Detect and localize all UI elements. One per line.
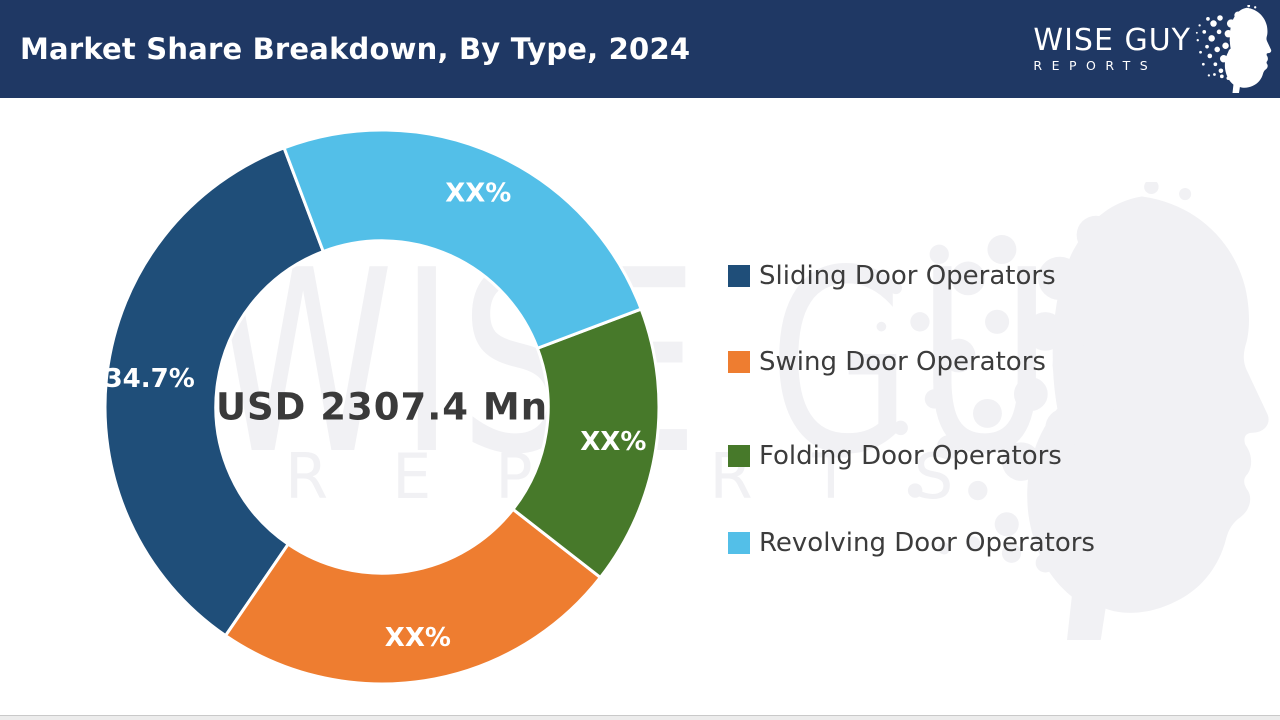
donut-slice-swing-door-operators — [224, 507, 602, 686]
legend-item-revolving-door-operators: Revolving Door Operators — [728, 530, 1095, 556]
donut-slice-folding-door-operators — [511, 307, 661, 579]
legend-label: Revolving Door Operators — [759, 528, 1095, 558]
brand-logo: WISE GUY REPORTS — [1033, 0, 1272, 98]
slice-value-label: XX% — [445, 179, 511, 209]
page-title: Market Share Breakdown, By Type, 2024 — [20, 32, 691, 66]
legend-label: Sliding Door Operators — [759, 261, 1056, 291]
brand-tagline: REPORTS — [1033, 57, 1158, 73]
slice-value-label: XX% — [580, 427, 646, 457]
header-bar: Market Share Breakdown, By Type, 2024 WI… — [0, 0, 1280, 98]
legend-item-folding-door-operators: Folding Door Operators — [728, 443, 1062, 469]
legend-swatch — [728, 445, 750, 467]
legend-label: Folding Door Operators — [759, 441, 1062, 471]
brand-logo-text: WISE GUY REPORTS — [1033, 22, 1191, 73]
brand-name: WISE GUY — [1033, 22, 1191, 58]
bottom-edge-strip — [0, 715, 1280, 720]
legend-swatch — [728, 351, 750, 373]
slice-value-label: 34.7% — [105, 364, 195, 394]
donut-slice-revolving-door-operators — [282, 128, 643, 350]
legend-item-swing-door-operators: Swing Door Operators — [728, 349, 1046, 375]
slice-value-label: XX% — [385, 623, 451, 653]
donut-slice-sliding-door-operators — [103, 146, 325, 638]
brand-head-icon — [1195, 5, 1272, 93]
donut-center-value: USD 2307.4 Mn — [215, 385, 549, 429]
legend-label: Swing Door Operators — [759, 347, 1046, 377]
legend-item-sliding-door-operators: Sliding Door Operators — [728, 263, 1056, 289]
legend-swatch — [728, 265, 750, 287]
legend-swatch — [728, 532, 750, 554]
